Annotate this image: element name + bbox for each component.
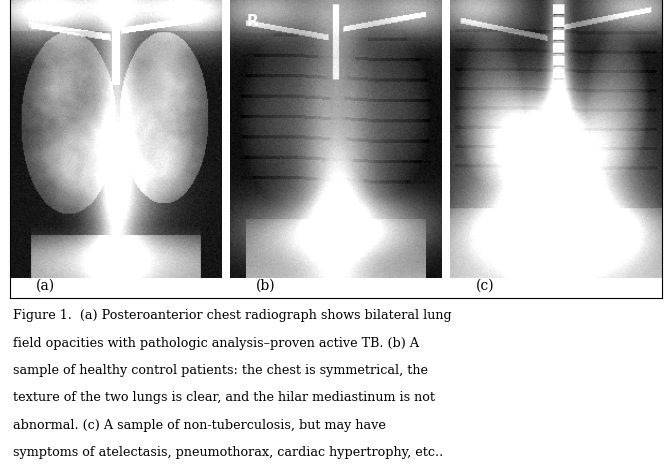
Text: Figure 1.  (a) Posteroanterior chest radiograph shows bilateral lung: Figure 1. (a) Posteroanterior chest radi… <box>13 309 452 322</box>
Text: sample of healthy control patients: the chest is symmetrical, the: sample of healthy control patients: the … <box>13 364 429 377</box>
Text: (c): (c) <box>476 278 494 293</box>
Text: (b): (b) <box>255 278 275 293</box>
Text: abnormal. (c) A sample of non-tuberculosis, but may have: abnormal. (c) A sample of non-tuberculos… <box>13 419 386 432</box>
Text: field opacities with pathologic analysis–proven active TB. (b) A: field opacities with pathologic analysis… <box>13 337 419 350</box>
Text: R: R <box>247 14 259 29</box>
Text: R: R <box>27 17 34 30</box>
Text: (a): (a) <box>36 278 54 293</box>
Text: symptoms of atelectasis, pneumothorax, cardiac hypertrophy, etc..: symptoms of atelectasis, pneumothorax, c… <box>13 446 444 459</box>
Text: texture of the two lungs is clear, and the hilar mediastinum is not: texture of the two lungs is clear, and t… <box>13 391 435 405</box>
